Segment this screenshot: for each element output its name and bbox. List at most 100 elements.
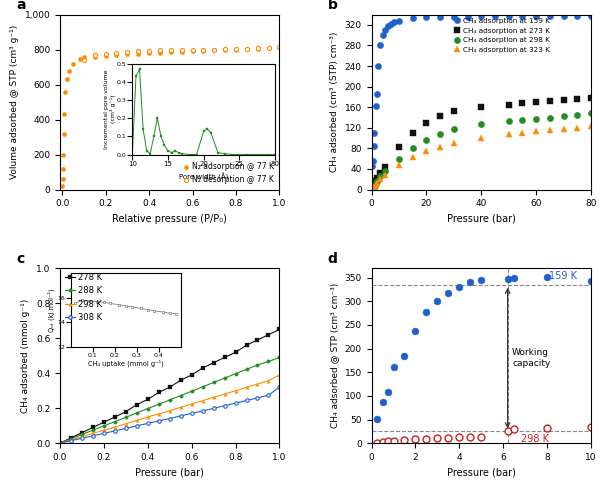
CH₄ adsorption at 273 K [395, 145, 403, 150]
CH₄ adsorption at 273 K [505, 102, 512, 108]
298 K [221, 391, 228, 397]
N₂ desorption @ 77 K [102, 51, 109, 57]
Line: 278 K: 278 K [58, 328, 281, 445]
288 K [210, 379, 217, 385]
CH₄ adsorption at 298 K [395, 156, 403, 162]
288 K [122, 414, 130, 420]
CH₄ adsorption at 323 K [587, 123, 595, 129]
308 K [56, 440, 64, 446]
278 K [188, 372, 195, 378]
298 K [122, 421, 130, 427]
CH₄ adsorption at 323 K [395, 163, 403, 169]
Text: d: d [328, 252, 338, 266]
CH₄ adsorption at 273 K [437, 113, 444, 119]
CH₄ adsorption at 298 K [574, 112, 581, 118]
308 K [111, 428, 118, 434]
Text: 298 K: 298 K [521, 434, 549, 444]
288 K [166, 397, 173, 403]
CH₄ adsorption at 298 K [505, 118, 512, 124]
Y-axis label: CH₄ adsorbed (mmol g⁻¹): CH₄ adsorbed (mmol g⁻¹) [22, 299, 31, 413]
CH₄ adsorption at 159 K [533, 13, 540, 19]
308 K [79, 435, 86, 441]
288 K [243, 366, 250, 372]
278 K [177, 377, 184, 383]
CH₄ adsorption at 298 K [372, 181, 379, 187]
X-axis label: Pressure (bar): Pressure (bar) [447, 214, 516, 224]
N₂ desorption @ 77 K [200, 47, 207, 53]
CH₄ adsorption at 159 K [382, 27, 389, 33]
CH₄ adsorption at 273 K [546, 98, 553, 104]
308 K [144, 420, 151, 426]
CH₄ adsorption at 273 K [371, 182, 378, 187]
308 K [177, 413, 184, 419]
298 K [199, 398, 206, 404]
CH₄ adsorption at 159 K [375, 63, 382, 69]
288 K [111, 419, 118, 425]
288 K [144, 406, 151, 412]
278 K [100, 419, 107, 425]
CH₄ adsorption at 159 K [450, 14, 457, 19]
278 K [155, 390, 163, 395]
CH₄ adsorption at 159 K [370, 143, 377, 149]
CH₄ adsorption at 298 K [376, 173, 383, 179]
CH₄ adsorption at 298 K [546, 114, 553, 120]
278 K [144, 396, 151, 402]
298 K [265, 378, 272, 384]
308 K [232, 400, 239, 406]
CH₄ adsorption at 159 K [587, 13, 595, 19]
CH₄ adsorption at 298 K [369, 186, 376, 192]
Y-axis label: CH₄ adsorbed (cm³ (STP) cm⁻³): CH₄ adsorbed (cm³ (STP) cm⁻³) [330, 32, 339, 172]
N₂ desorption @ 77 K [211, 47, 218, 53]
288 K [155, 401, 163, 407]
308 K [254, 395, 261, 401]
308 K [155, 418, 163, 424]
CH₄ adsorption at 323 K [370, 186, 377, 191]
N₂ adsorption @ 77 K [59, 151, 67, 157]
N₂ desorption @ 77 K [157, 47, 164, 53]
278 K [56, 440, 64, 446]
Legend: N₂ adsorption @ 77 K, N₂ desorption @ 77 K: N₂ adsorption @ 77 K, N₂ desorption @ 77… [181, 161, 275, 186]
N₂ adsorption @ 77 K [59, 176, 66, 182]
N₂ desorption @ 77 K [221, 46, 229, 52]
Y-axis label: CH₄ adsorbed @ STP (cm³ cm⁻³): CH₄ adsorbed @ STP (cm³ cm⁻³) [330, 283, 339, 429]
N₂ adsorption @ 77 K [232, 47, 239, 53]
308 K [243, 397, 250, 403]
CH₄ adsorption at 273 K [560, 97, 567, 103]
CH₄ adsorption at 159 K [387, 21, 394, 27]
278 K [265, 332, 272, 337]
Line: CH₄ adsorption at 298 K: CH₄ adsorption at 298 K [369, 110, 594, 192]
N₂ adsorption @ 77 K [59, 166, 67, 171]
N₂ desorption @ 77 K [254, 45, 261, 51]
288 K [221, 375, 228, 381]
N₂ adsorption @ 77 K [124, 52, 131, 57]
278 K [111, 414, 118, 420]
278 K [67, 435, 74, 441]
N₂ desorption @ 77 K [178, 47, 185, 53]
278 K [210, 360, 217, 366]
308 K [122, 426, 130, 431]
CH₄ adsorption at 323 K [574, 125, 581, 131]
N₂ adsorption @ 77 K [65, 68, 72, 74]
N₂ adsorption @ 77 K [76, 56, 83, 62]
CH₄ adsorption at 159 K [574, 13, 581, 19]
Line: N₂ desorption @ 77 K: N₂ desorption @ 77 K [82, 45, 281, 62]
CH₄ adsorption at 323 K [519, 130, 526, 136]
298 K [243, 384, 250, 390]
288 K [89, 427, 97, 433]
CH₄ adsorption at 323 K [546, 127, 553, 133]
298 K [188, 401, 195, 407]
CH₄ adsorption at 273 K [478, 104, 485, 110]
CH₄ adsorption at 298 K [450, 126, 457, 132]
CH₄ adsorption at 159 K [478, 13, 485, 19]
CH₄ adsorption at 159 K [371, 130, 378, 136]
288 K [265, 358, 272, 364]
Line: 288 K: 288 K [58, 356, 281, 445]
298 K [111, 424, 118, 430]
Legend: CH₄ adsorption at 159 K, CH₄ adsorption at 273 K, CH₄ adsorption at 298 K, CH₄ a: CH₄ adsorption at 159 K, CH₄ adsorption … [452, 17, 551, 55]
CH₄ adsorption at 298 K [409, 146, 416, 151]
278 K [166, 384, 173, 390]
N₂ adsorption @ 77 K [61, 131, 68, 136]
288 K [67, 436, 74, 442]
CH₄ adsorption at 159 K [390, 19, 397, 25]
CH₄ adsorption at 298 K [587, 111, 595, 116]
